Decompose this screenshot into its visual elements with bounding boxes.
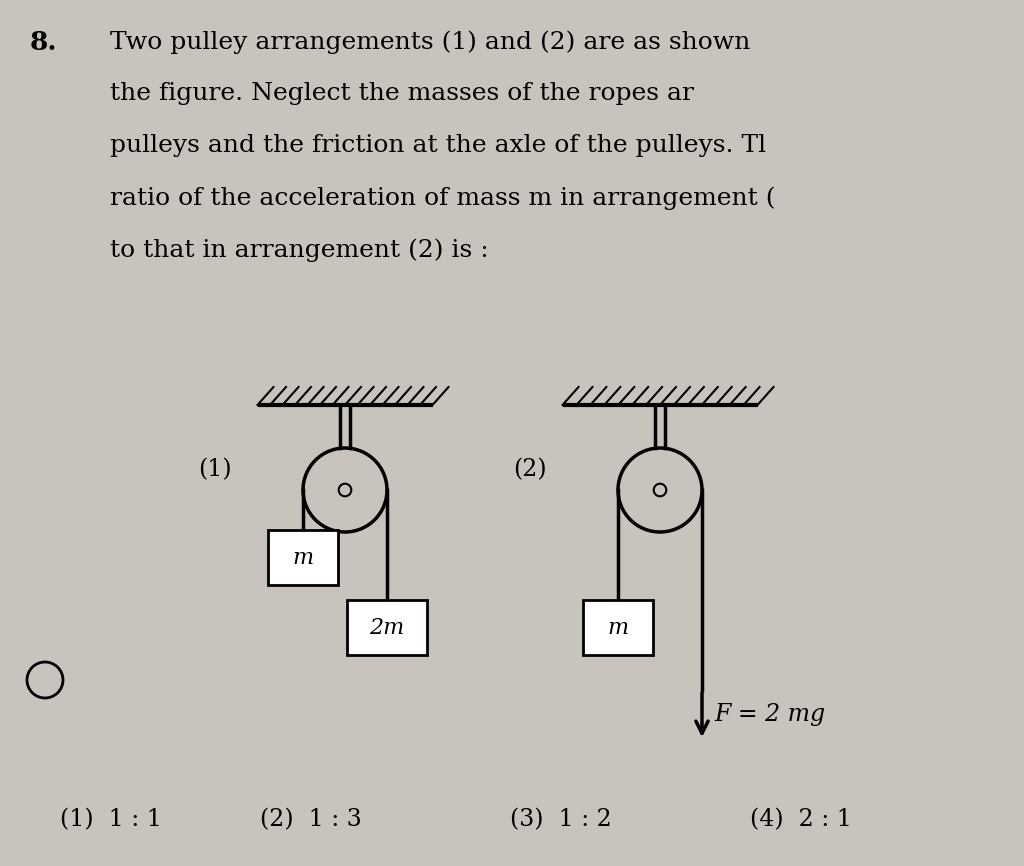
- Text: ratio of the acceleration of mass m in arrangement (: ratio of the acceleration of mass m in a…: [110, 186, 775, 210]
- Text: F = 2 mg: F = 2 mg: [714, 703, 825, 727]
- Text: (1)  1 : 1: (1) 1 : 1: [60, 809, 162, 831]
- Text: 2m: 2m: [370, 617, 404, 638]
- Text: to that in arrangement (2) is :: to that in arrangement (2) is :: [110, 238, 488, 262]
- Text: (3)  1 : 2: (3) 1 : 2: [510, 809, 611, 831]
- Text: m: m: [607, 617, 629, 638]
- Text: 8.: 8.: [30, 30, 57, 55]
- Text: pulleys and the friction at the axle of the pulleys. Tl: pulleys and the friction at the axle of …: [110, 134, 766, 157]
- Text: (1): (1): [199, 458, 231, 481]
- Bar: [583, 600, 653, 655]
- Text: the figure. Neglect the masses of the ropes ar: the figure. Neglect the masses of the ro…: [110, 82, 694, 105]
- Text: (2): (2): [513, 458, 547, 481]
- Bar: [347, 600, 427, 655]
- Text: (2)  1 : 3: (2) 1 : 3: [260, 809, 361, 831]
- Text: m: m: [293, 546, 313, 568]
- Text: (4)  2 : 1: (4) 2 : 1: [750, 809, 852, 831]
- Text: Two pulley arrangements (1) and (2) are as shown: Two pulley arrangements (1) and (2) are …: [110, 30, 751, 54]
- Bar: [268, 530, 338, 585]
